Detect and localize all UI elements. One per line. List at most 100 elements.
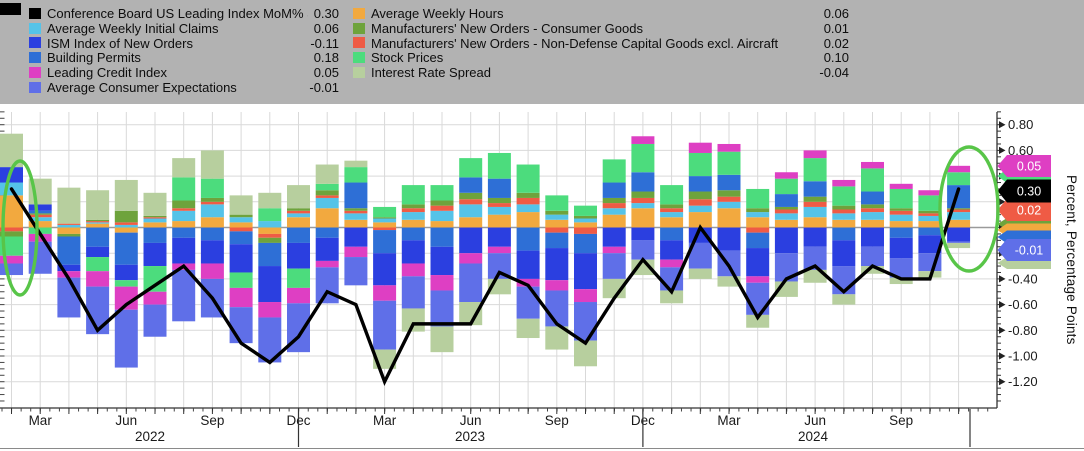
bar-segment: [57, 224, 81, 228]
legend-value: 0.06: [313, 20, 339, 36]
bar-segment: [86, 222, 110, 224]
bar-segment: [574, 227, 597, 234]
x-tick-label: Mar: [29, 413, 53, 428]
bar-segment: [172, 221, 196, 228]
bar-segment: [430, 275, 454, 291]
bar-segment: [401, 204, 425, 209]
bar-segment: [28, 227, 52, 234]
legend-label: Interest Rate Spread: [371, 65, 491, 81]
bar-segment: [373, 227, 397, 231]
bar-segment: [947, 208, 971, 210]
legend-item: ISM Index of New Orders -0.11: [29, 36, 339, 51]
bar-segment: [889, 258, 913, 278]
bar-segment: [315, 183, 339, 191]
bar-segment: [315, 237, 339, 261]
bar-segment: [200, 204, 224, 218]
bar-segment: [28, 210, 52, 214]
bar-segment: [688, 176, 712, 192]
bar-segment: [401, 212, 425, 220]
bar-segment: [746, 188, 770, 209]
bar-segment: [430, 205, 454, 211]
bar-segment: [373, 222, 397, 228]
bar-segment: [861, 191, 884, 205]
bar-segment: [918, 235, 942, 254]
bar-segment: [86, 271, 110, 287]
bar-segment: [889, 221, 913, 228]
legend-swatch: [29, 37, 41, 49]
legend-column-left: Conference Board US Leading Index MoM% S…: [29, 6, 339, 95]
bar-segment: [459, 192, 483, 200]
x-tick-label: Sep: [889, 413, 913, 428]
bar-segment: [602, 227, 626, 247]
bar-segment: [315, 190, 339, 196]
bar-segment: [487, 214, 511, 228]
legend-value: 0.05: [313, 65, 339, 81]
legend-swatch: [29, 22, 41, 34]
bar-segment: [28, 217, 52, 222]
bar-segment: [889, 183, 913, 189]
bar-segment: [200, 217, 224, 228]
bar-segment: [660, 212, 684, 218]
bar-segment: [57, 277, 81, 318]
bar-segment: [516, 164, 540, 193]
bar-segment: [114, 264, 138, 281]
bar-segment: [947, 209, 971, 213]
bar-segment: [516, 197, 540, 205]
y-tick-label: -0.60: [1008, 297, 1038, 312]
bar-segment: [516, 192, 540, 198]
bar-segment: [832, 209, 856, 214]
legend-item: Building Permits 0.18: [29, 50, 339, 65]
value-badge: [997, 155, 1051, 177]
bar-segment: [774, 206, 798, 210]
bar-segment: [401, 185, 425, 205]
bar-segment: [660, 204, 684, 209]
bar-segment: [0, 231, 23, 237]
bar-segment: [258, 208, 282, 222]
bar-segment: [315, 267, 339, 304]
value-badge-text: 0.30: [1017, 185, 1041, 199]
bar-segment: [315, 260, 339, 268]
bar-segment: [803, 217, 827, 228]
bar-segment: [602, 203, 626, 209]
bar-segment: [373, 253, 397, 286]
legend-swatch: [353, 22, 365, 34]
value-badge: [997, 239, 1051, 261]
bar-segment: [258, 317, 282, 363]
bar-segment: [315, 164, 339, 184]
bar-segment: [774, 172, 798, 179]
bar-segment: [86, 246, 110, 258]
x-tick-label: Jun: [460, 413, 482, 428]
bar-segment: [774, 219, 798, 228]
value-badge-text: 0.05: [1017, 160, 1041, 174]
bar-segment: [574, 215, 597, 219]
bar-segment: [28, 213, 52, 215]
bar-segment: [344, 208, 368, 211]
bar-segment: [143, 227, 167, 243]
bar-segment: [947, 165, 971, 173]
bar-segment: [574, 289, 597, 303]
legend-swatch: [29, 52, 41, 64]
legend-value: 0.30: [313, 5, 339, 21]
bar-segment: [487, 197, 511, 204]
bar-segment: [114, 179, 138, 211]
bar-segment: [459, 217, 483, 228]
bar-segment: [0, 227, 23, 232]
bar-segment: [57, 223, 81, 225]
bar-segment: [889, 214, 913, 222]
legend-item: Manufacturers' New Orders - Non-Defense …: [353, 36, 849, 51]
bar-segment: [114, 210, 138, 223]
legend-value: 0.06: [823, 5, 849, 21]
bar-segment: [200, 197, 224, 202]
bar-segment: [143, 218, 167, 223]
bar-segment: [287, 213, 310, 218]
bar-segment: [688, 152, 712, 177]
bar-segment: [459, 204, 483, 218]
bar-segment: [430, 326, 454, 353]
bar-segment: [660, 259, 684, 268]
bar-segment: [430, 200, 454, 206]
bar-segment: [660, 227, 684, 241]
bar-segment: [373, 218, 397, 223]
bar-segment: [258, 233, 282, 238]
y-tick-arrow: [999, 146, 1006, 154]
